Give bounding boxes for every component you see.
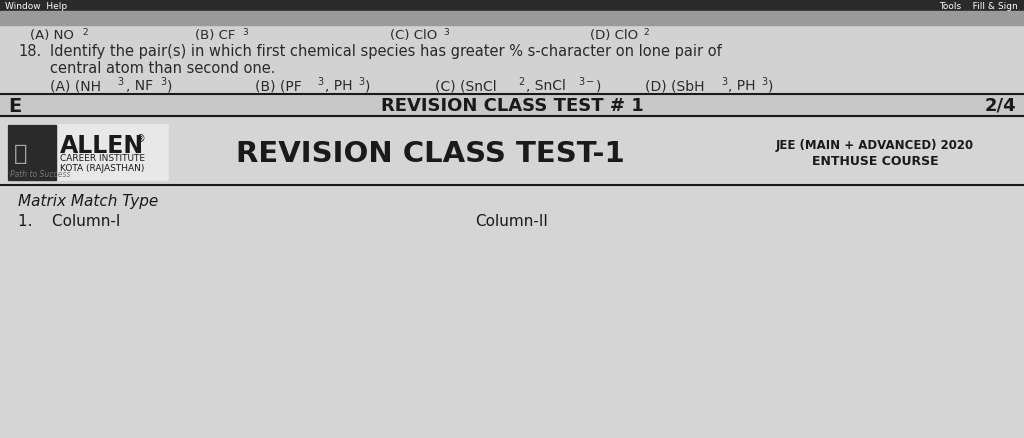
- Text: KOTA (RAJASTHAN): KOTA (RAJASTHAN): [60, 164, 144, 173]
- Text: 1.    Column-I: 1. Column-I: [18, 213, 121, 229]
- Text: 18.: 18.: [18, 44, 41, 59]
- Bar: [0, 0, 1024, 12]
- Bar: [0, 95, 1024, 117]
- Text: (B) CF: (B) CF: [195, 29, 236, 42]
- Text: 3: 3: [761, 77, 767, 87]
- Text: 2: 2: [82, 28, 88, 37]
- Text: , PH: , PH: [325, 79, 352, 93]
- Text: (B) (PF: (B) (PF: [255, 79, 302, 93]
- Text: Window  Help: Window Help: [5, 1, 68, 11]
- Bar: [8, 126, 56, 180]
- Text: , NF: , NF: [126, 79, 154, 93]
- Text: 3: 3: [317, 77, 324, 87]
- Text: 2: 2: [518, 77, 524, 87]
- Text: (C) (SnCl: (C) (SnCl: [435, 79, 497, 93]
- Text: 3: 3: [160, 77, 166, 87]
- Bar: [0, 12, 1024, 26]
- Text: (C) ClO: (C) ClO: [390, 29, 437, 42]
- Text: Column-II: Column-II: [475, 213, 549, 229]
- Text: 2/4: 2/4: [984, 97, 1016, 115]
- Text: 3: 3: [242, 28, 248, 37]
- Text: (D) (SbH: (D) (SbH: [645, 79, 705, 93]
- Text: central atom than second one.: central atom than second one.: [50, 61, 275, 76]
- Text: −: −: [586, 77, 594, 87]
- Text: CAREER INSTITUTE: CAREER INSTITUTE: [60, 154, 145, 162]
- Text: (D) ClO: (D) ClO: [590, 29, 638, 42]
- Text: ): ): [596, 79, 601, 93]
- Text: ): ): [365, 79, 371, 93]
- Text: Matrix Match Type: Matrix Match Type: [18, 194, 159, 208]
- Text: Tools    Fill & Sign: Tools Fill & Sign: [939, 1, 1018, 11]
- Text: 3: 3: [117, 77, 123, 87]
- Text: ENTHUSE COURSE: ENTHUSE COURSE: [812, 155, 938, 168]
- Text: ): ): [167, 79, 172, 93]
- Text: Path to Success: Path to Success: [10, 170, 71, 179]
- Text: REVISION CLASS TEST # 1: REVISION CLASS TEST # 1: [381, 97, 643, 115]
- Bar: [8, 126, 168, 180]
- Text: (A) (NH: (A) (NH: [50, 79, 101, 93]
- Text: ALLEN: ALLEN: [60, 134, 144, 158]
- Text: REVISION CLASS TEST-1: REVISION CLASS TEST-1: [236, 139, 625, 167]
- Text: 3: 3: [721, 77, 727, 87]
- Text: 3: 3: [358, 77, 365, 87]
- Text: , SnCl: , SnCl: [526, 79, 566, 93]
- Text: 3: 3: [578, 77, 584, 87]
- Text: JEE (MAIN + ADVANCED) 2020: JEE (MAIN + ADVANCED) 2020: [776, 139, 974, 152]
- Text: (A) NO: (A) NO: [30, 29, 74, 42]
- Bar: [0, 26, 1024, 254]
- Text: 🏍: 🏍: [14, 143, 28, 163]
- Bar: [0, 117, 1024, 438]
- Text: E: E: [8, 96, 22, 115]
- Text: , PH: , PH: [728, 79, 756, 93]
- Text: ®: ®: [136, 134, 145, 144]
- Text: 3: 3: [443, 28, 449, 37]
- Text: ): ): [768, 79, 773, 93]
- Text: 2: 2: [643, 28, 648, 37]
- Text: Identify the pair(s) in which first chemical species has greater % s-character o: Identify the pair(s) in which first chem…: [50, 44, 722, 59]
